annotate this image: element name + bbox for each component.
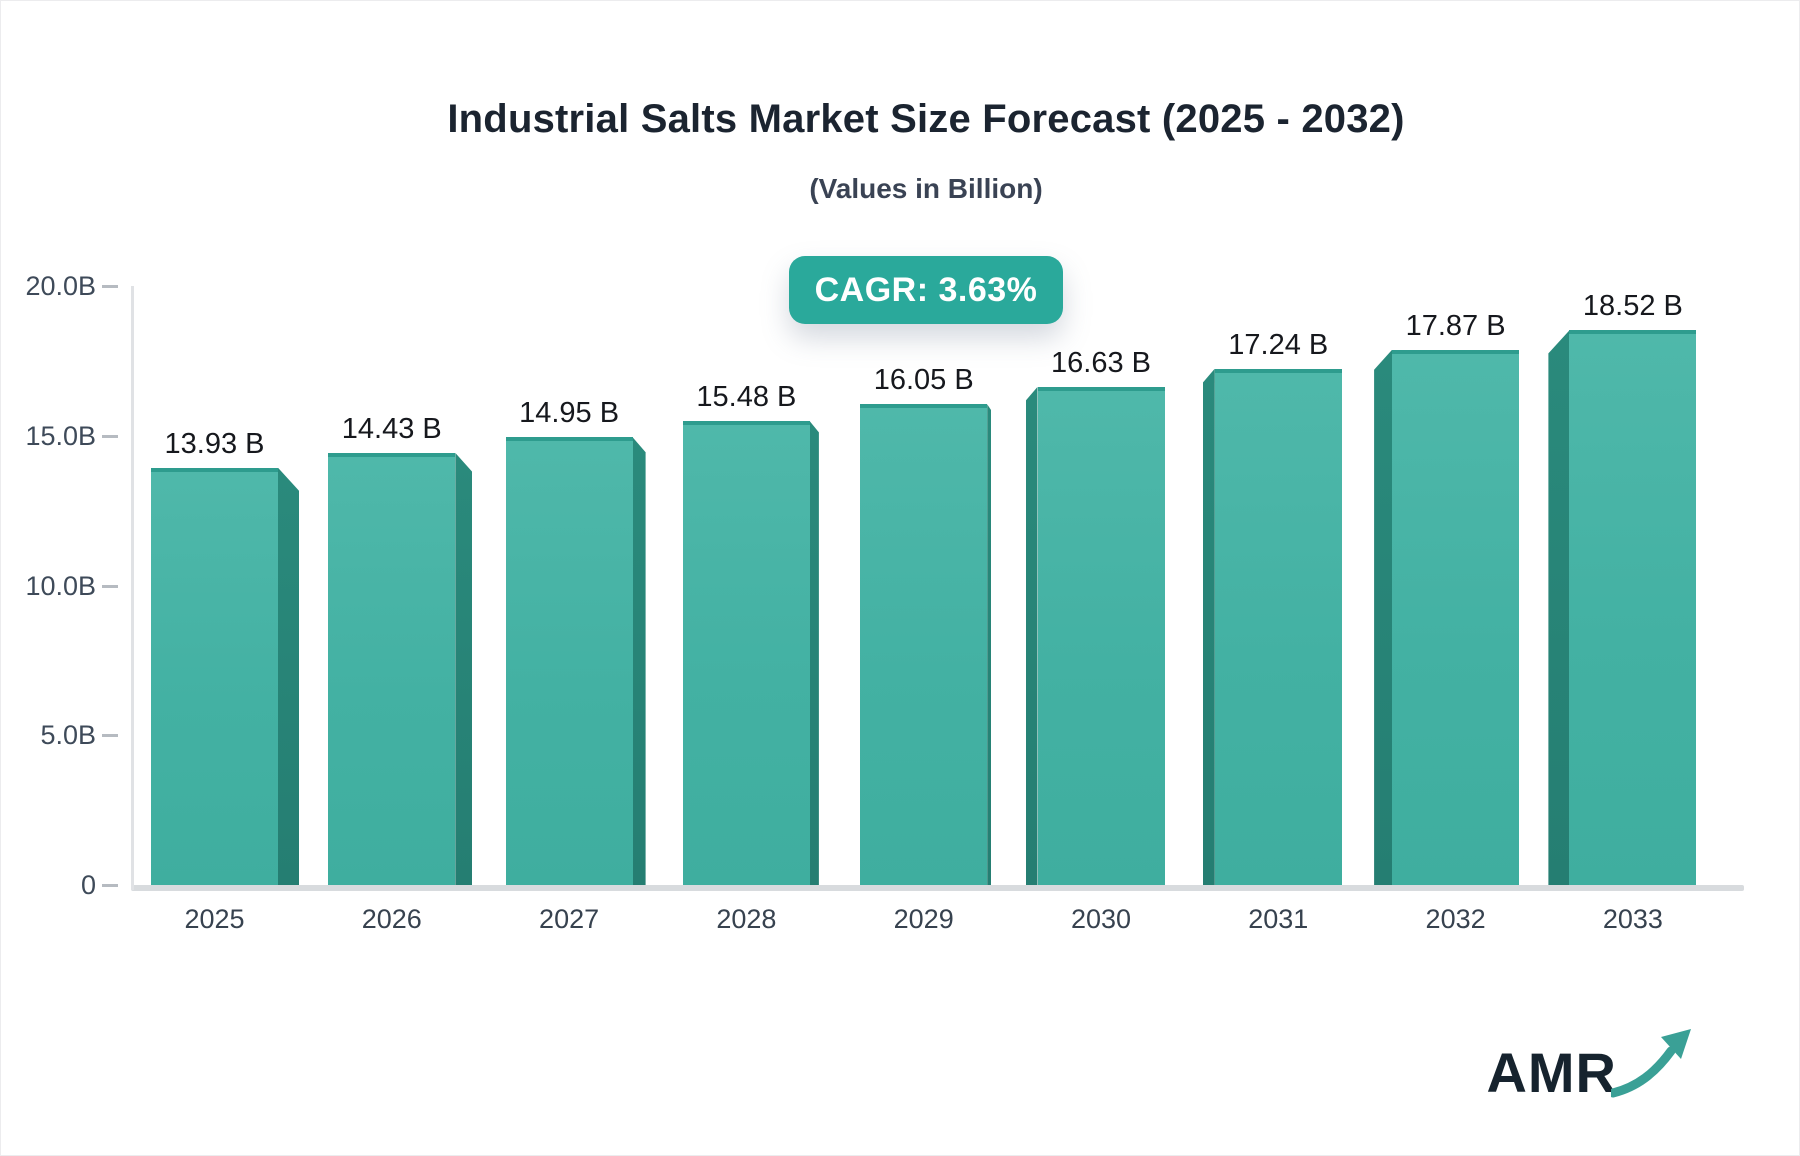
logo-arrow-icon <box>1611 1029 1691 1098</box>
bar-side-shadow <box>809 421 819 885</box>
bar <box>1025 386 1165 885</box>
bar <box>328 452 473 885</box>
bar <box>860 404 992 885</box>
y-axis-line <box>131 286 134 890</box>
bar <box>682 421 819 885</box>
bar-face <box>505 437 633 885</box>
bar-face <box>860 404 988 885</box>
y-axis-tick <box>102 285 118 288</box>
x-axis-label: 2031 <box>1248 904 1309 934</box>
bar-side-shadow <box>278 467 299 885</box>
bar-face <box>328 452 456 885</box>
bar-side-shadow <box>1374 349 1393 885</box>
bar-side-shadow <box>455 452 473 885</box>
bar-value-label: 17.24 B <box>1228 328 1329 361</box>
y-axis-tick <box>102 584 118 588</box>
y-axis-tick <box>102 434 118 438</box>
bar <box>505 437 646 885</box>
bar-value-label: 16.63 B <box>1051 346 1151 379</box>
bar-side-shadow <box>987 404 992 885</box>
y-axis-label: 0 <box>80 870 96 900</box>
x-axis-label: 2029 <box>893 904 954 934</box>
x-axis-label: 2027 <box>539 904 600 934</box>
bar-value-label: 17.87 B <box>1405 309 1506 342</box>
cagr-badge-label: CAGR: 3.63% <box>814 270 1038 309</box>
y-axis-tick <box>102 734 118 738</box>
x-axis-label: 2033 <box>1602 904 1663 934</box>
bar <box>1374 349 1520 885</box>
bar-side-shadow <box>632 437 646 885</box>
x-axis-label: 2032 <box>1425 904 1486 934</box>
bar-value-label: 18.52 B <box>1582 290 1683 323</box>
y-axis-label: 20.0B <box>25 271 96 301</box>
y-axis-label: 15.0B <box>25 420 96 451</box>
x-axis-label: 2025 <box>184 904 245 934</box>
bar-side-shadow <box>1025 386 1038 885</box>
x-axis-label: 2026 <box>361 904 422 934</box>
y-axis-tick <box>102 884 118 887</box>
bar-face <box>151 467 278 885</box>
bar-value-label: 16.05 B <box>873 364 974 397</box>
y-axis-label: 10.0B <box>25 570 96 601</box>
x-axis-line <box>131 885 1744 891</box>
x-axis-label: 2028 <box>716 904 777 934</box>
bar-face <box>682 421 810 885</box>
chart-subtitle: (Values in Billion) <box>809 173 1043 204</box>
bar-face <box>1037 386 1165 885</box>
bar-side-shadow <box>1548 330 1570 885</box>
bar <box>1548 330 1697 885</box>
chart-title: Industrial Salts Market Size Forecast (2… <box>447 97 1405 141</box>
cagr-badge: CAGR: 3.63% <box>789 256 1063 324</box>
x-axis-label: 2030 <box>1070 904 1132 934</box>
bar-side-shadow <box>1202 368 1215 885</box>
bar <box>151 467 299 885</box>
amr-logo: AMR <box>1486 1025 1695 1101</box>
bar-face <box>1214 368 1342 885</box>
y-axis-label: 5.0B <box>40 720 96 751</box>
bar-value-label: 14.43 B <box>341 412 442 445</box>
bar-value-label: 14.95 B <box>519 397 620 430</box>
bar <box>1202 368 1342 885</box>
bar-face <box>1392 349 1520 885</box>
bar-face <box>1569 330 1697 885</box>
bar-value-label: 13.93 B <box>164 427 265 460</box>
bar-value-label: 15.48 B <box>696 381 797 414</box>
amr-logo-text: AMR <box>1486 1041 1617 1104</box>
